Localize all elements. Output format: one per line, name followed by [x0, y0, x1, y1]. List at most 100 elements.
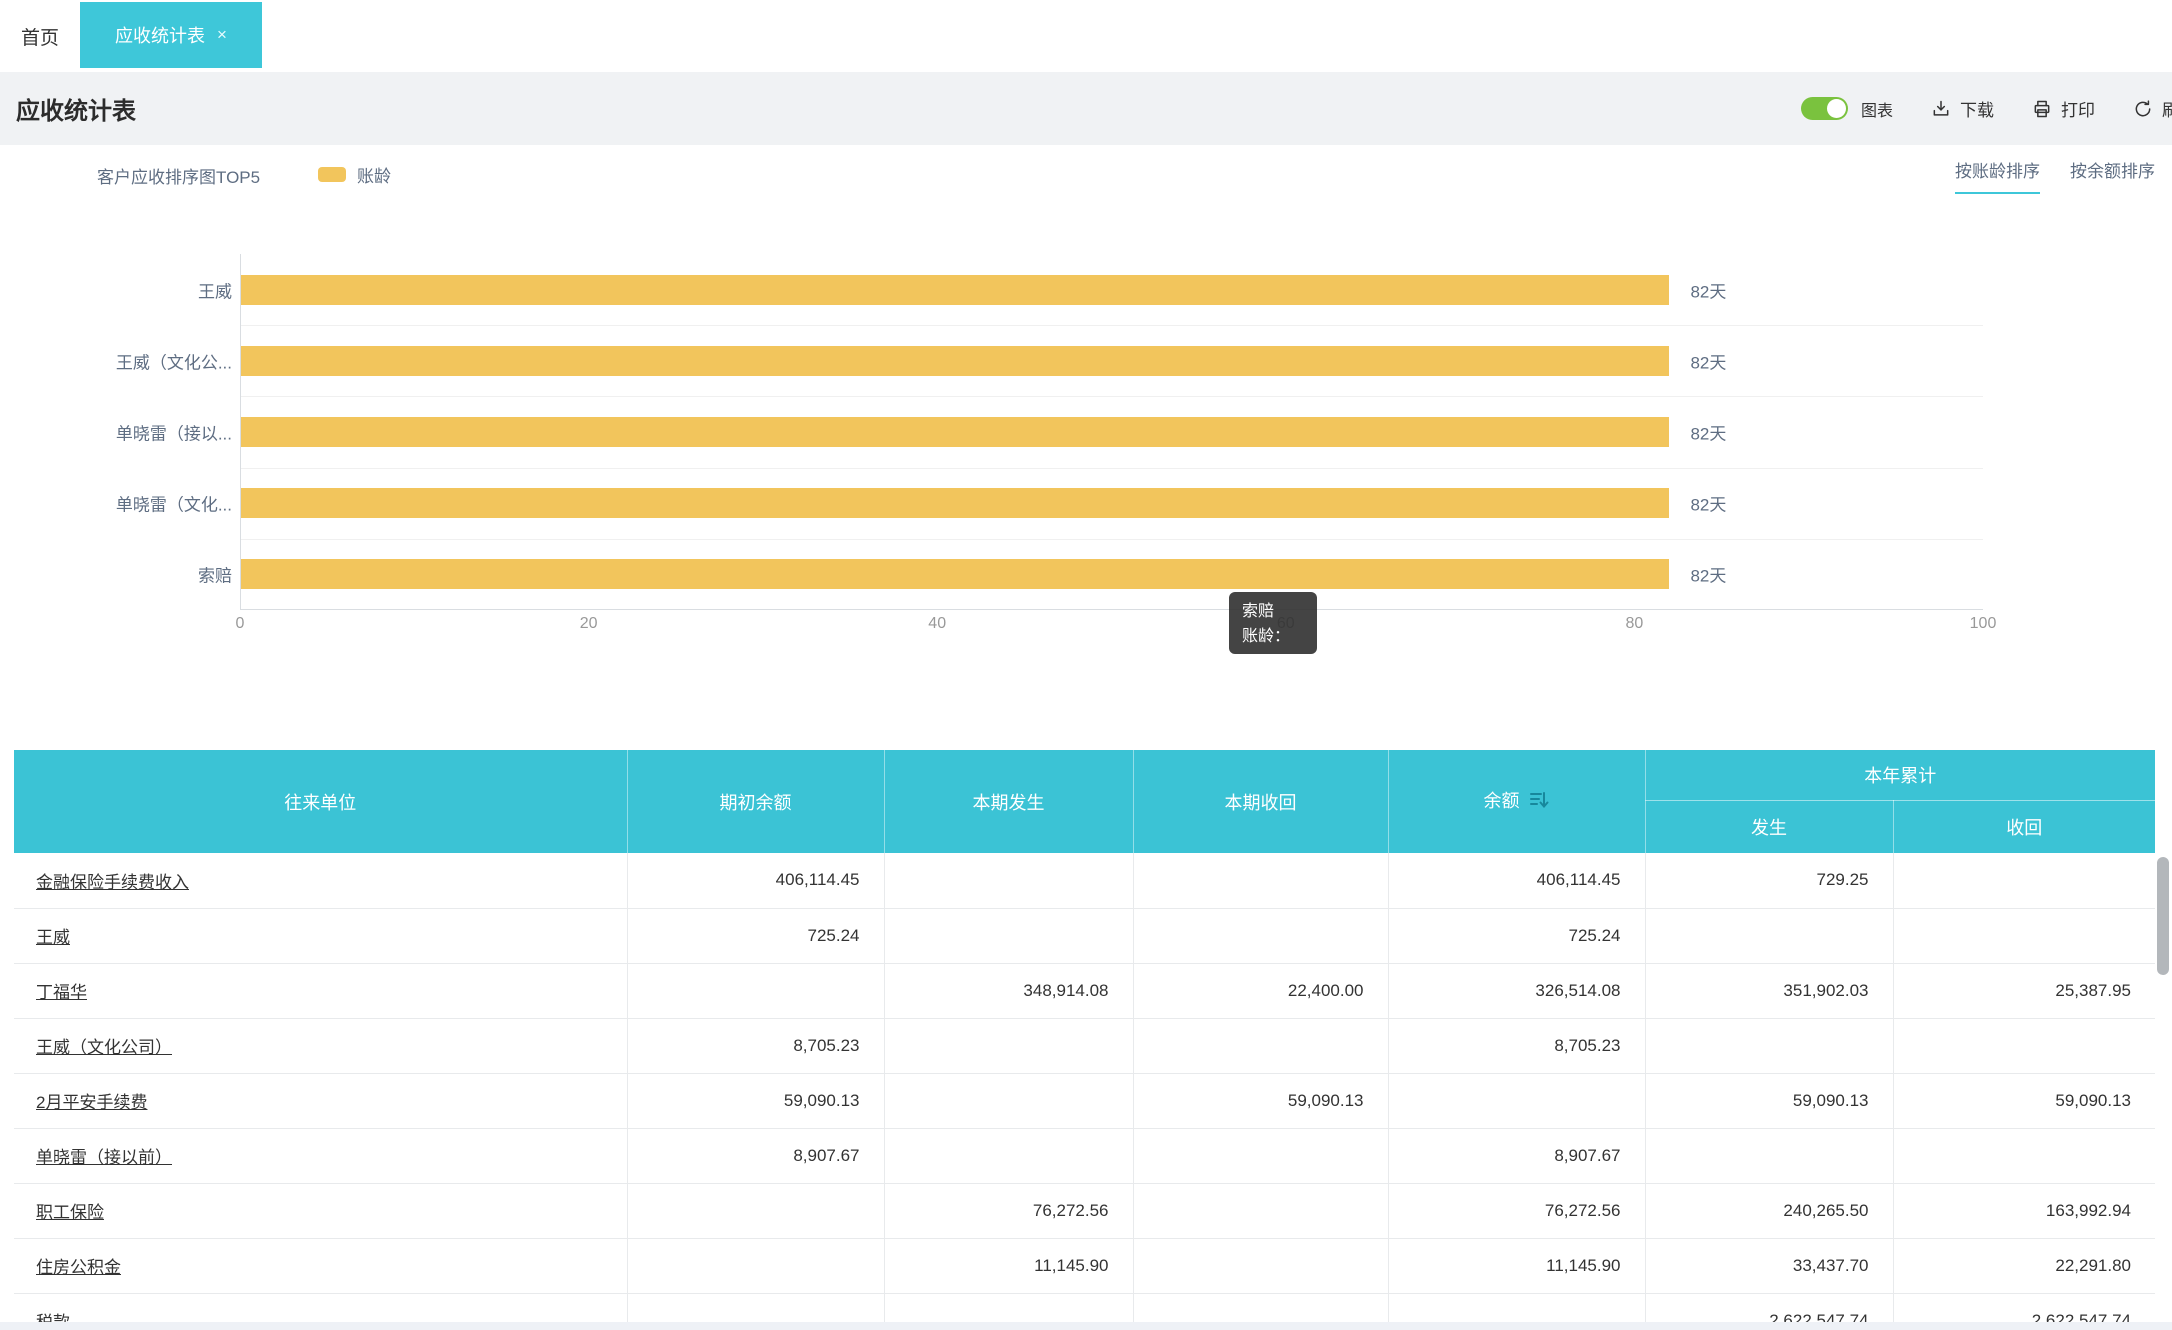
chart-toggle-switch[interactable] — [1800, 97, 1848, 120]
chart-bar-row: 82天 — [241, 396, 1983, 467]
col-header-year-incurred: 发生 — [1645, 800, 1894, 853]
cell-balance: 725.24 — [1388, 908, 1646, 964]
cell-year_received — [1893, 1018, 2155, 1074]
cell-received — [1133, 1293, 1389, 1322]
page-title: 应收统计表 — [16, 98, 136, 125]
unit-link[interactable]: 金融保险手续费收入 — [36, 872, 189, 892]
unit-link[interactable]: 王威（文化公司） — [36, 1038, 172, 1057]
tab-home[interactable]: 首页 — [20, 27, 59, 49]
cell-opening: 8,907.67 — [627, 1128, 885, 1184]
print-icon — [2034, 100, 2050, 117]
cell-received — [1133, 1183, 1389, 1239]
cell-year_incurred: 2,622,547.74 — [1645, 1293, 1894, 1322]
cell-balance — [1388, 1073, 1646, 1129]
unit-link[interactable]: 职工保险 — [36, 1203, 104, 1222]
download-label: 下载 — [1960, 101, 1994, 120]
chart-bar-value: 82天 — [1690, 424, 1727, 444]
print-button[interactable]: 打印 — [2032, 96, 2095, 121]
cell-year_incurred: 729.25 — [1645, 853, 1894, 909]
table-row: 王威 725.24 725.24 — [14, 908, 2155, 964]
chart-bar-row: 82天 — [241, 539, 1983, 610]
unit-link[interactable]: 税款 — [36, 1313, 70, 1322]
toggle-knob — [1826, 99, 1846, 118]
cell-year_received — [1893, 908, 2155, 964]
cell-received — [1133, 908, 1389, 964]
cell-incurred: 11,145.90 — [884, 1238, 1134, 1294]
tooltip-category: 索赔 — [1242, 603, 1275, 620]
cell-year_incurred: 59,090.13 — [1645, 1073, 1894, 1129]
tab-close-icon[interactable]: × — [217, 25, 227, 44]
cell-opening: 725.24 — [627, 908, 885, 964]
col-header-year-received: 收回 — [1893, 800, 2155, 853]
tab-receivable-stats[interactable]: 应收统计表 × — [80, 2, 262, 68]
horizontal-scrollbar-track[interactable] — [0, 1322, 2172, 1330]
unit-link[interactable]: 2月平安手续费 — [36, 1093, 148, 1112]
cell-received: 59,090.13 — [1133, 1073, 1389, 1129]
chart-bar[interactable] — [241, 274, 1670, 305]
cell-opening — [627, 1183, 885, 1239]
chart-card: 客户应收排序图TOP5 账龄 按账龄排序 按余额排序 王威王威（文化公... 单晓… — [14, 145, 2158, 712]
chart-bar-row: 82天 — [241, 254, 1983, 325]
balance-sort-icon[interactable] — [1528, 789, 1550, 816]
cell-balance — [1388, 1293, 1646, 1322]
cell-opening: 59,090.13 — [627, 1073, 885, 1129]
sort-tab-by-age[interactable]: 按账龄排序 — [1955, 157, 2040, 194]
refresh-icon — [2135, 99, 2151, 116]
col-header-opening: 期初余额 — [627, 750, 885, 853]
table-row: 单晓雷（接以前） 8,907.67 8,907.67 — [14, 1128, 2155, 1184]
chart-category-label: 王威（文化公... — [115, 353, 232, 373]
refresh-button[interactable]: 刷新 — [2133, 96, 2172, 121]
chart-bar[interactable] — [241, 416, 1670, 447]
chart-title: 客户应收排序图TOP5 — [97, 168, 261, 187]
cell-opening: 8,705.23 — [627, 1018, 885, 1074]
chart-bar-row: 82天 — [241, 325, 1983, 396]
cell-year_incurred: 351,902.03 — [1645, 963, 1894, 1019]
cell-opening — [627, 963, 885, 1019]
chart-bar[interactable] — [241, 559, 1670, 590]
cell-year_received — [1893, 853, 2155, 909]
unit-link[interactable]: 丁福华 — [36, 983, 87, 1002]
receivables-table: 往来单位 期初余额 本期发生 本期收回 余额 本年累计 发生 收回 金融保险手续… — [14, 750, 2155, 1322]
cell-received: 22,400.00 — [1133, 963, 1389, 1019]
unit-link[interactable]: 住房公积金 — [36, 1258, 121, 1277]
chart-category-label: 单晓雷（文化... — [115, 495, 232, 515]
col-header-balance: 余额 — [1388, 750, 1646, 853]
cell-balance: 8,907.67 — [1388, 1128, 1646, 1184]
cell-year_received: 22,291.80 — [1893, 1238, 2155, 1294]
cell-incurred — [884, 853, 1134, 909]
tab-receivable-stats-label: 应收统计表 — [115, 26, 206, 46]
cell-year_received: 25,387.95 — [1893, 963, 2155, 1019]
cell-opening: 406,114.45 — [627, 853, 885, 909]
legend-label: 账龄 — [357, 167, 391, 186]
vertical-scrollbar-thumb[interactable] — [2157, 857, 2169, 975]
chart-bar[interactable] — [241, 345, 1670, 376]
cell-year_incurred — [1645, 908, 1894, 964]
chart-category-label: 王威 — [198, 282, 232, 302]
cell-opening — [627, 1238, 885, 1294]
table-row: 住房公积金 11,145.90 11,145.90 33,437.70 22,291.8… — [14, 1238, 2155, 1294]
cell-incurred — [884, 1018, 1134, 1074]
unit-link[interactable]: 王威 — [36, 928, 70, 947]
cell-opening — [627, 1293, 885, 1322]
cell-year_incurred: 33,437.70 — [1645, 1238, 1894, 1294]
legend-swatch — [318, 167, 346, 182]
chart-category-label: 单晓雷（接以... — [115, 424, 232, 444]
chart-legend[interactable]: 账龄 — [318, 162, 391, 187]
receivables-table-wrap: 往来单位 期初余额 本期发生 本期收回 余额 本年累计 发生 收回 金融保险手续… — [14, 750, 2155, 1322]
print-label: 打印 — [2061, 101, 2095, 120]
chart-row-separator — [241, 396, 1983, 398]
cell-year_received: 163,992.94 — [1893, 1183, 2155, 1239]
sort-tabs: 按账龄排序 按余额排序 — [1955, 157, 2155, 194]
col-header-incurred: 本期发生 — [884, 750, 1134, 853]
chart-toggle-label: 图表 — [1860, 102, 1893, 120]
sort-tab-by-balance[interactable]: 按余额排序 — [2070, 162, 2155, 181]
cell-incurred — [884, 1128, 1134, 1184]
cell-year_received: 59,090.13 — [1893, 1073, 2155, 1129]
cell-incurred: 348,914.08 — [884, 963, 1134, 1019]
download-button[interactable]: 下载 — [1931, 96, 1994, 121]
chart-row-separator — [241, 325, 1983, 327]
cell-balance: 406,114.45 — [1388, 853, 1646, 909]
unit-link[interactable]: 单晓雷（接以前） — [36, 1148, 172, 1167]
chart-bar[interactable] — [241, 488, 1670, 519]
